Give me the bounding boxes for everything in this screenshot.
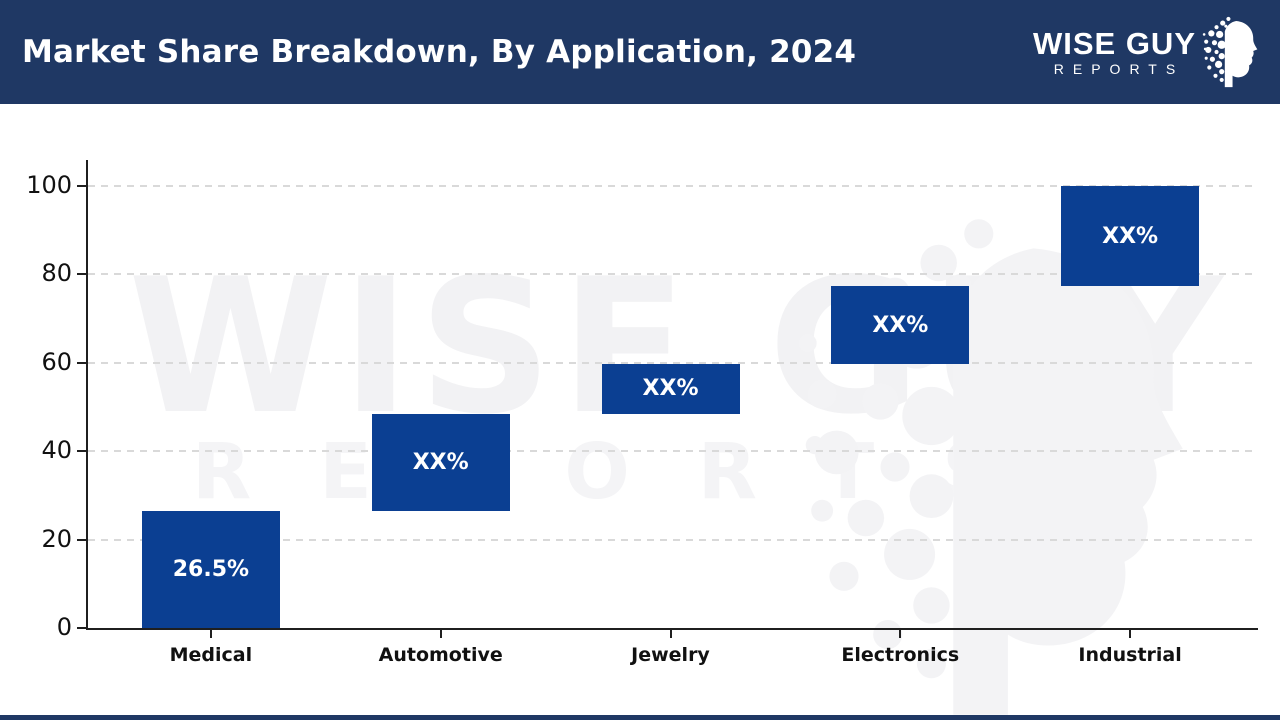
x-tick	[439, 630, 442, 638]
y-tick	[77, 538, 86, 541]
bar-medical: 26.5%	[141, 510, 280, 628]
gridline	[88, 450, 1256, 453]
bar-value-label: XX%	[1102, 223, 1159, 249]
x-tick	[1129, 630, 1132, 638]
y-tick-label: 0	[56, 613, 72, 641]
gridline	[88, 185, 1256, 187]
y-tick	[77, 627, 86, 629]
bar-value-label: 26.5%	[172, 556, 250, 582]
x-tick-label: Industrial	[1078, 644, 1182, 666]
bar-value-label: XX%	[642, 376, 699, 402]
x-tick-label: Medical	[169, 644, 253, 666]
y-tick-label: 20	[41, 524, 72, 553]
bar-value-label: XX%	[872, 312, 929, 338]
x-tick	[209, 630, 212, 638]
y-axis-line	[86, 160, 88, 630]
footer-bar	[0, 715, 1280, 720]
chart-title: Market Share Breakdown, By Application, …	[22, 34, 857, 70]
logo-tagline: REPORTS	[1053, 61, 1185, 77]
wiseguy-head-icon	[1202, 16, 1258, 88]
x-tick-label: Jewelry	[631, 644, 710, 666]
y-tick	[77, 273, 86, 276]
bar-automotive: XX%	[371, 413, 510, 511]
y-tick	[77, 361, 86, 364]
bar-jewelry: XX%	[601, 363, 740, 414]
y-tick	[77, 450, 86, 453]
wiseguy-logo: WISE GUY REPORTS	[1033, 13, 1262, 91]
y-tick-label: 60	[41, 347, 72, 376]
x-tick-label: Electronics	[841, 644, 960, 666]
y-tick	[77, 185, 86, 187]
gridline	[88, 273, 1256, 276]
y-tick-label: 80	[41, 259, 72, 288]
logo-name: WISE GUY	[1032, 26, 1196, 61]
x-tick	[669, 630, 672, 638]
x-tick	[899, 630, 902, 638]
x-tick-label: Automotive	[378, 644, 503, 666]
chart-header: Market Share Breakdown, By Application, …	[0, 0, 1280, 104]
gridline	[88, 538, 1256, 541]
x-axis-line	[86, 628, 1258, 630]
logo-text: WISE GUY REPORTS	[1033, 28, 1196, 76]
chart-area: WISE GUY REPORTS 0 20 40 60 80 100 26.5% Medica…	[0, 104, 1280, 720]
bar-industrial: XX%	[1061, 186, 1200, 287]
watermark-tagline: REPORTS	[192, 428, 1066, 517]
y-tick-label: 100	[26, 171, 72, 199]
bar-value-label: XX%	[412, 449, 469, 475]
y-tick-label: 40	[41, 436, 72, 465]
bar-electronics: XX%	[831, 286, 970, 364]
gridline	[88, 361, 1256, 364]
